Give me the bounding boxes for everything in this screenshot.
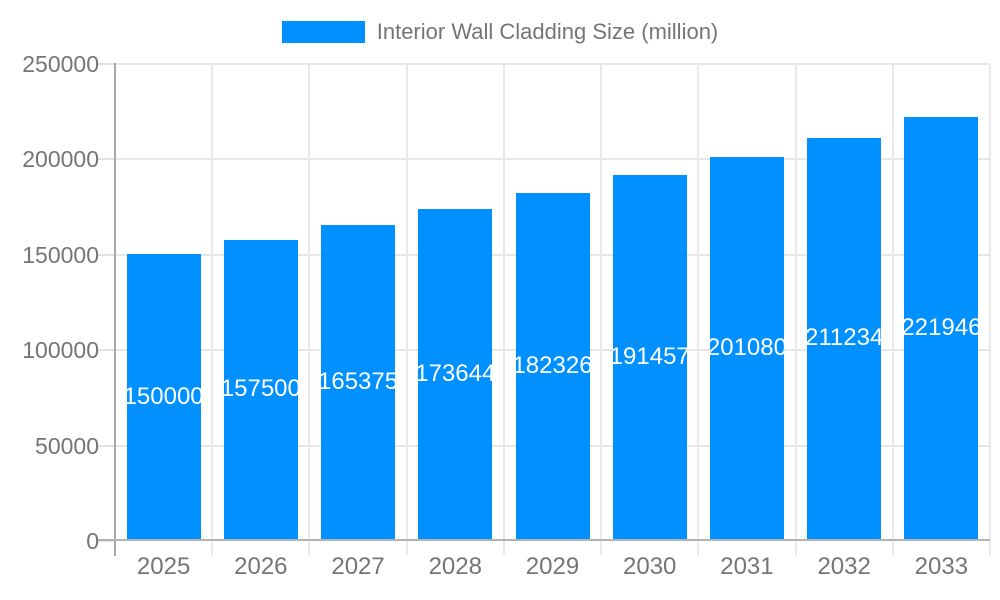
x-tick-label: 2033 — [914, 553, 969, 580]
legend[interactable]: Interior Wall Cladding Size (million) — [0, 19, 1000, 45]
bar[interactable]: 165375 — [321, 224, 396, 539]
y-tick-label: 50000 — [35, 432, 99, 459]
bar-value-label: 150000 — [126, 382, 201, 410]
y-tick-label: 150000 — [22, 241, 99, 268]
bar[interactable]: 191457 — [612, 175, 687, 539]
bar[interactable]: 173644 — [418, 209, 493, 539]
gridline-vertical — [697, 64, 700, 555]
bar[interactable]: 221946 — [904, 117, 979, 539]
legend-label: Interior Wall Cladding Size (million) — [376, 19, 719, 44]
bar-value-label: 221946 — [904, 314, 979, 342]
bar-value-label: 165375 — [321, 367, 396, 395]
x-tick-label: 2032 — [817, 553, 871, 580]
bar-value-label: 157500 — [223, 375, 298, 403]
gridline-vertical — [989, 64, 991, 555]
gridline-vertical — [600, 64, 603, 555]
x-tick-label: 2029 — [525, 553, 580, 580]
gridline-vertical — [502, 64, 505, 555]
legend-swatch — [281, 21, 365, 43]
x-tick-label: 2030 — [623, 553, 677, 580]
y-tick-label: 100000 — [22, 337, 99, 364]
gridline-horizontal — [115, 158, 990, 161]
gridline-vertical — [211, 64, 214, 555]
y-axis-line — [114, 63, 116, 556]
gridline-vertical — [891, 64, 894, 555]
gridline-vertical — [405, 64, 408, 555]
y-tick-label: 0 — [86, 528, 99, 554]
y-tick-mark — [98, 253, 115, 256]
y-tick-mark — [98, 63, 115, 65]
x-tick-label: 2031 — [720, 553, 774, 580]
y-tick-label: 250000 — [22, 51, 99, 77]
gridline-horizontal — [115, 63, 990, 65]
bar[interactable]: 157500 — [223, 239, 298, 539]
bar-value-label: 191457 — [612, 343, 687, 371]
y-tick-mark — [98, 158, 115, 161]
bar-value-label: 182326 — [515, 351, 590, 379]
bar[interactable]: 182326 — [515, 192, 590, 539]
x-tick-label: 2025 — [136, 553, 191, 580]
x-tick-label: 2027 — [331, 553, 385, 580]
y-tick-mark — [98, 540, 115, 542]
x-tick-label: 2028 — [428, 553, 482, 580]
bar[interactable]: 211234 — [807, 137, 882, 539]
y-tick-label: 200000 — [22, 146, 99, 173]
plot-area: 150000 157500 165375 173644 182326 191457 2010… — [98, 63, 991, 556]
bar-value-label: 201080 — [709, 333, 784, 361]
gridline-vertical — [794, 64, 797, 555]
x-axis-line — [98, 539, 990, 541]
y-tick-mark — [98, 349, 115, 352]
bar-value-label: 211234 — [807, 324, 882, 352]
bar[interactable]: 201080 — [709, 156, 784, 539]
bar-value-label: 173644 — [418, 360, 493, 388]
x-tick-label: 2026 — [234, 553, 288, 580]
y-tick-mark — [98, 444, 115, 447]
bar[interactable]: 150000 — [126, 254, 201, 539]
gridline-vertical — [308, 64, 311, 555]
